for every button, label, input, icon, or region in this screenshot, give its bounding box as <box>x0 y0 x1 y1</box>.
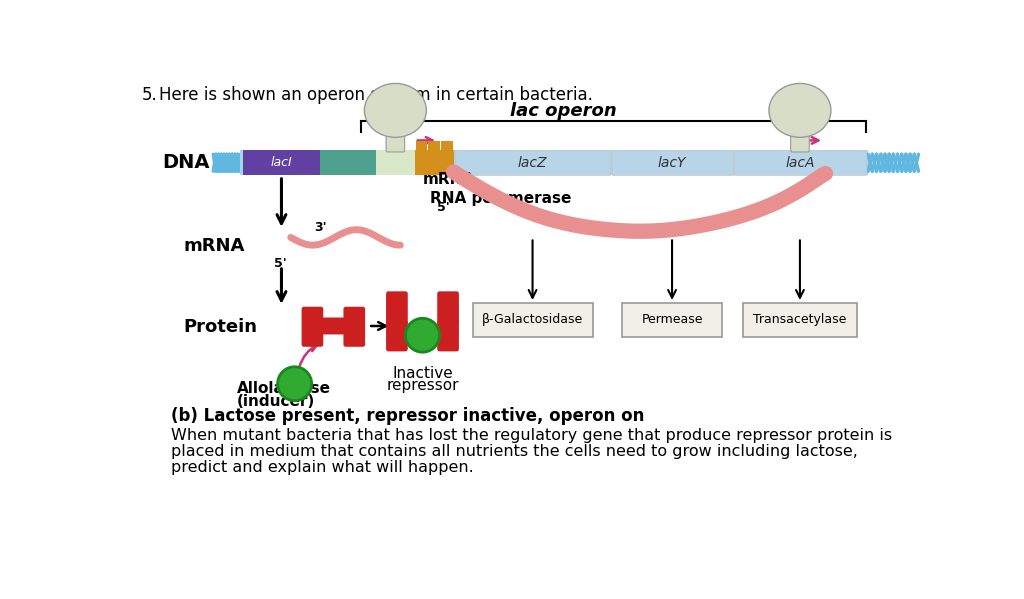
Text: DNA: DNA <box>162 153 209 173</box>
Bar <box>455 150 610 175</box>
FancyBboxPatch shape <box>437 320 459 352</box>
FancyBboxPatch shape <box>791 132 809 152</box>
Text: lacI: lacI <box>270 156 292 170</box>
Text: Transacetylase: Transacetylase <box>754 313 847 326</box>
Text: Protein: Protein <box>183 318 258 336</box>
Ellipse shape <box>365 83 426 137</box>
Text: placed in medium that contains all nutrients the cells need to grow including la: placed in medium that contains all nutri… <box>171 444 858 459</box>
Text: Here is shown an operon system in certain bacteria.: Here is shown an operon system in certai… <box>159 86 593 104</box>
Bar <box>376 150 415 175</box>
Text: predict and explain what will happen.: predict and explain what will happen. <box>171 460 474 475</box>
Text: 3': 3' <box>314 220 327 234</box>
Text: 5': 5' <box>437 201 450 214</box>
FancyBboxPatch shape <box>386 291 408 325</box>
Text: (b) Lactose present, repressor inactive, operon on: (b) Lactose present, repressor inactive,… <box>171 407 645 425</box>
Text: mRNA: mRNA <box>423 173 475 187</box>
FancyBboxPatch shape <box>386 320 408 352</box>
Circle shape <box>406 318 439 352</box>
FancyBboxPatch shape <box>386 132 404 152</box>
FancyBboxPatch shape <box>742 303 857 337</box>
Bar <box>243 150 321 175</box>
Text: lacZ: lacZ <box>518 156 547 170</box>
Text: lacA: lacA <box>785 156 815 170</box>
Text: repressor: repressor <box>386 379 459 394</box>
FancyBboxPatch shape <box>437 291 459 325</box>
Text: mRNA: mRNA <box>183 237 245 255</box>
Text: RNA polymerase: RNA polymerase <box>430 191 571 206</box>
FancyBboxPatch shape <box>623 303 722 337</box>
FancyBboxPatch shape <box>317 317 349 334</box>
Bar <box>415 150 454 175</box>
Text: β-Galactosidase: β-Galactosidase <box>482 313 584 326</box>
FancyBboxPatch shape <box>302 307 324 347</box>
Bar <box>734 150 866 175</box>
Bar <box>416 141 427 152</box>
Ellipse shape <box>769 83 830 137</box>
Text: Inactive: Inactive <box>392 366 453 381</box>
Bar <box>241 150 868 175</box>
Bar <box>441 141 453 152</box>
Text: 5.: 5. <box>142 86 158 104</box>
Text: (inducer): (inducer) <box>237 394 314 409</box>
Text: When mutant bacteria that has lost the regulatory gene that produce repressor pr: When mutant bacteria that has lost the r… <box>171 428 893 443</box>
Text: Permease: Permease <box>641 313 702 326</box>
FancyBboxPatch shape <box>473 303 593 337</box>
Bar <box>321 150 376 175</box>
Text: lac operon: lac operon <box>510 102 616 120</box>
FancyBboxPatch shape <box>343 307 366 347</box>
Circle shape <box>278 367 311 401</box>
Text: 5': 5' <box>274 257 287 270</box>
Bar <box>611 150 732 175</box>
Text: Allolactose: Allolactose <box>237 382 331 397</box>
Bar <box>428 141 440 152</box>
Text: lacY: lacY <box>657 156 686 170</box>
